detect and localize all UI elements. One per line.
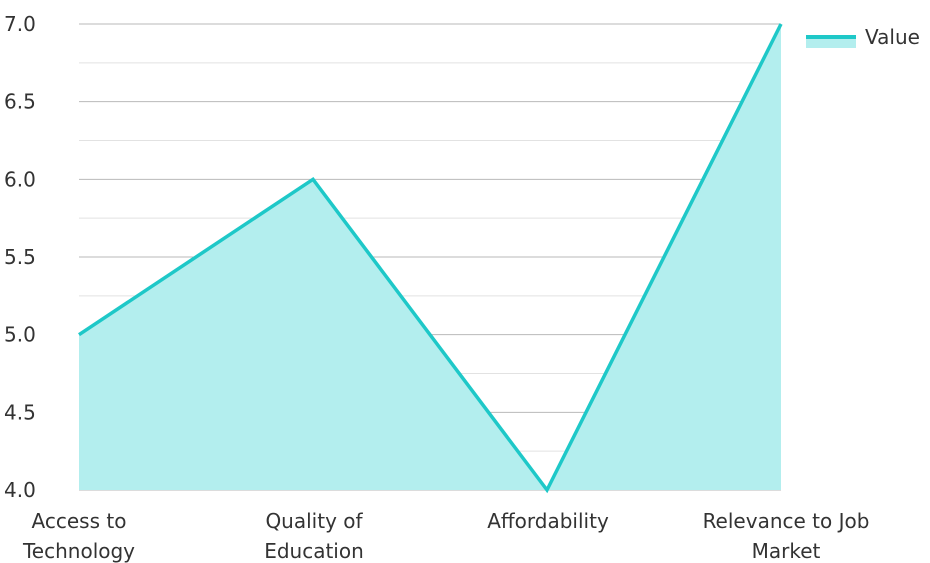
legend: Value	[806, 25, 920, 49]
legend-label: Value	[865, 25, 920, 49]
series-line	[78, 23, 783, 494]
y-axis-ticks: 4.0 4.5 5.0 5.5 6.0 6.5 7.0	[4, 12, 36, 502]
y-tick-label: 5.5	[4, 245, 36, 269]
x-category-label: Quality of Education	[264, 509, 364, 563]
x-axis-categories: Access to Technology Quality of Education Af…	[22, 509, 869, 563]
y-tick-label: 5.0	[4, 323, 36, 347]
y-tick-label: 6.5	[4, 90, 36, 114]
x-category-label: Affordability	[487, 509, 609, 533]
y-tick-label: 4.5	[4, 400, 36, 424]
y-tick-label: 4.0	[4, 478, 36, 502]
x-category-label: Relevance to Job Market	[703, 509, 870, 563]
x-category-label: Access to Technology	[22, 509, 135, 563]
y-tick-label: 7.0	[4, 12, 36, 36]
series-line-path	[78, 23, 783, 494]
y-tick-label: 6.0	[4, 167, 36, 191]
